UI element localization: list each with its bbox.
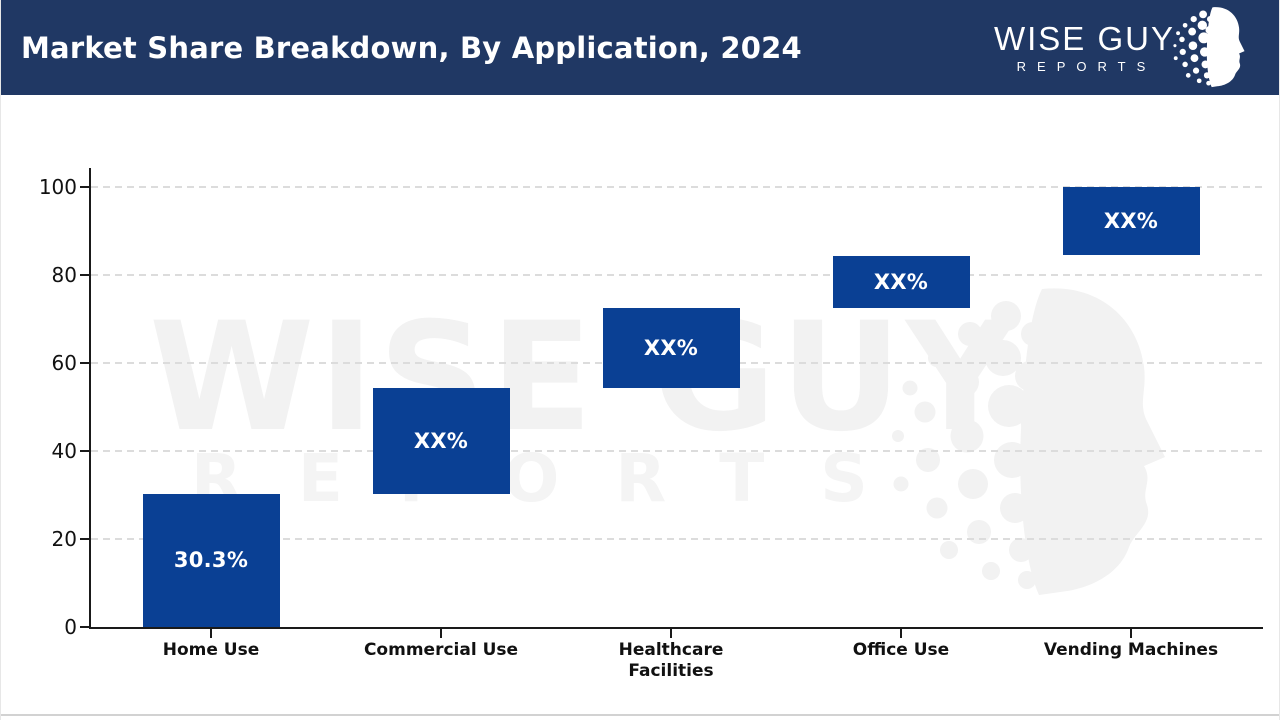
bar-value-label: XX% bbox=[1103, 209, 1159, 234]
brand-logo: WISE GUY REPORTS bbox=[994, 5, 1253, 91]
y-tick-0 bbox=[80, 626, 89, 628]
bar-value-label: XX% bbox=[413, 428, 469, 453]
gridline-y-20 bbox=[91, 538, 1263, 540]
gridline-y-100 bbox=[91, 186, 1263, 188]
x-tick-1 bbox=[440, 629, 442, 638]
y-tick-label-100: 100 bbox=[38, 175, 77, 199]
y-tick-label-0: 0 bbox=[64, 615, 77, 639]
bar-value-label: XX% bbox=[643, 336, 699, 361]
brand-logo-text: WISE GUY REPORTS bbox=[994, 22, 1175, 74]
x-tick-label: Commercial Use bbox=[363, 640, 519, 660]
page-title: Market Share Breakdown, By Application, … bbox=[21, 30, 802, 65]
y-tick-label-60: 60 bbox=[51, 351, 77, 375]
bar-vending-machines: XX% bbox=[1062, 187, 1200, 256]
y-tick-60 bbox=[80, 362, 89, 364]
y-tick-100 bbox=[80, 186, 89, 188]
x-tick-label: Home Use bbox=[162, 640, 260, 660]
x-tick-label: Office Use bbox=[852, 640, 950, 660]
x-axis-line bbox=[89, 627, 1263, 629]
wise-guy-face-icon bbox=[1173, 6, 1245, 87]
y-tick-label-20: 20 bbox=[51, 527, 77, 551]
gridline-y-40 bbox=[91, 450, 1263, 452]
bar-healthcare-facilities: XX% bbox=[602, 308, 740, 388]
y-tick-40 bbox=[80, 450, 89, 452]
brand-name: WISE GUY bbox=[993, 19, 1175, 57]
bar-commercial-use: XX% bbox=[372, 388, 510, 494]
y-tick-label-40: 40 bbox=[51, 439, 77, 463]
x-tick-4 bbox=[1130, 629, 1132, 638]
x-tick-2 bbox=[670, 629, 672, 638]
y-tick-20 bbox=[80, 538, 89, 540]
brand-subtitle: REPORTS bbox=[1016, 58, 1157, 74]
bottom-divider bbox=[1, 714, 1279, 716]
bar-office-use: XX% bbox=[832, 255, 970, 309]
bar-value-label: 30.3% bbox=[173, 548, 249, 573]
y-tick-label-80: 80 bbox=[51, 263, 77, 287]
header-bar: Market Share Breakdown, By Application, … bbox=[1, 0, 1279, 95]
y-axis-line bbox=[89, 168, 91, 629]
x-tick-0 bbox=[210, 629, 212, 638]
x-tick-label: Vending Machines bbox=[1043, 640, 1219, 660]
bar-home-use: 30.3% bbox=[142, 493, 280, 627]
bar-value-label: XX% bbox=[873, 270, 929, 295]
gridline-y-80 bbox=[91, 274, 1263, 276]
y-tick-80 bbox=[80, 274, 89, 276]
x-tick-3 bbox=[900, 629, 902, 638]
x-tick-label: Healthcare Facilities bbox=[618, 640, 724, 682]
